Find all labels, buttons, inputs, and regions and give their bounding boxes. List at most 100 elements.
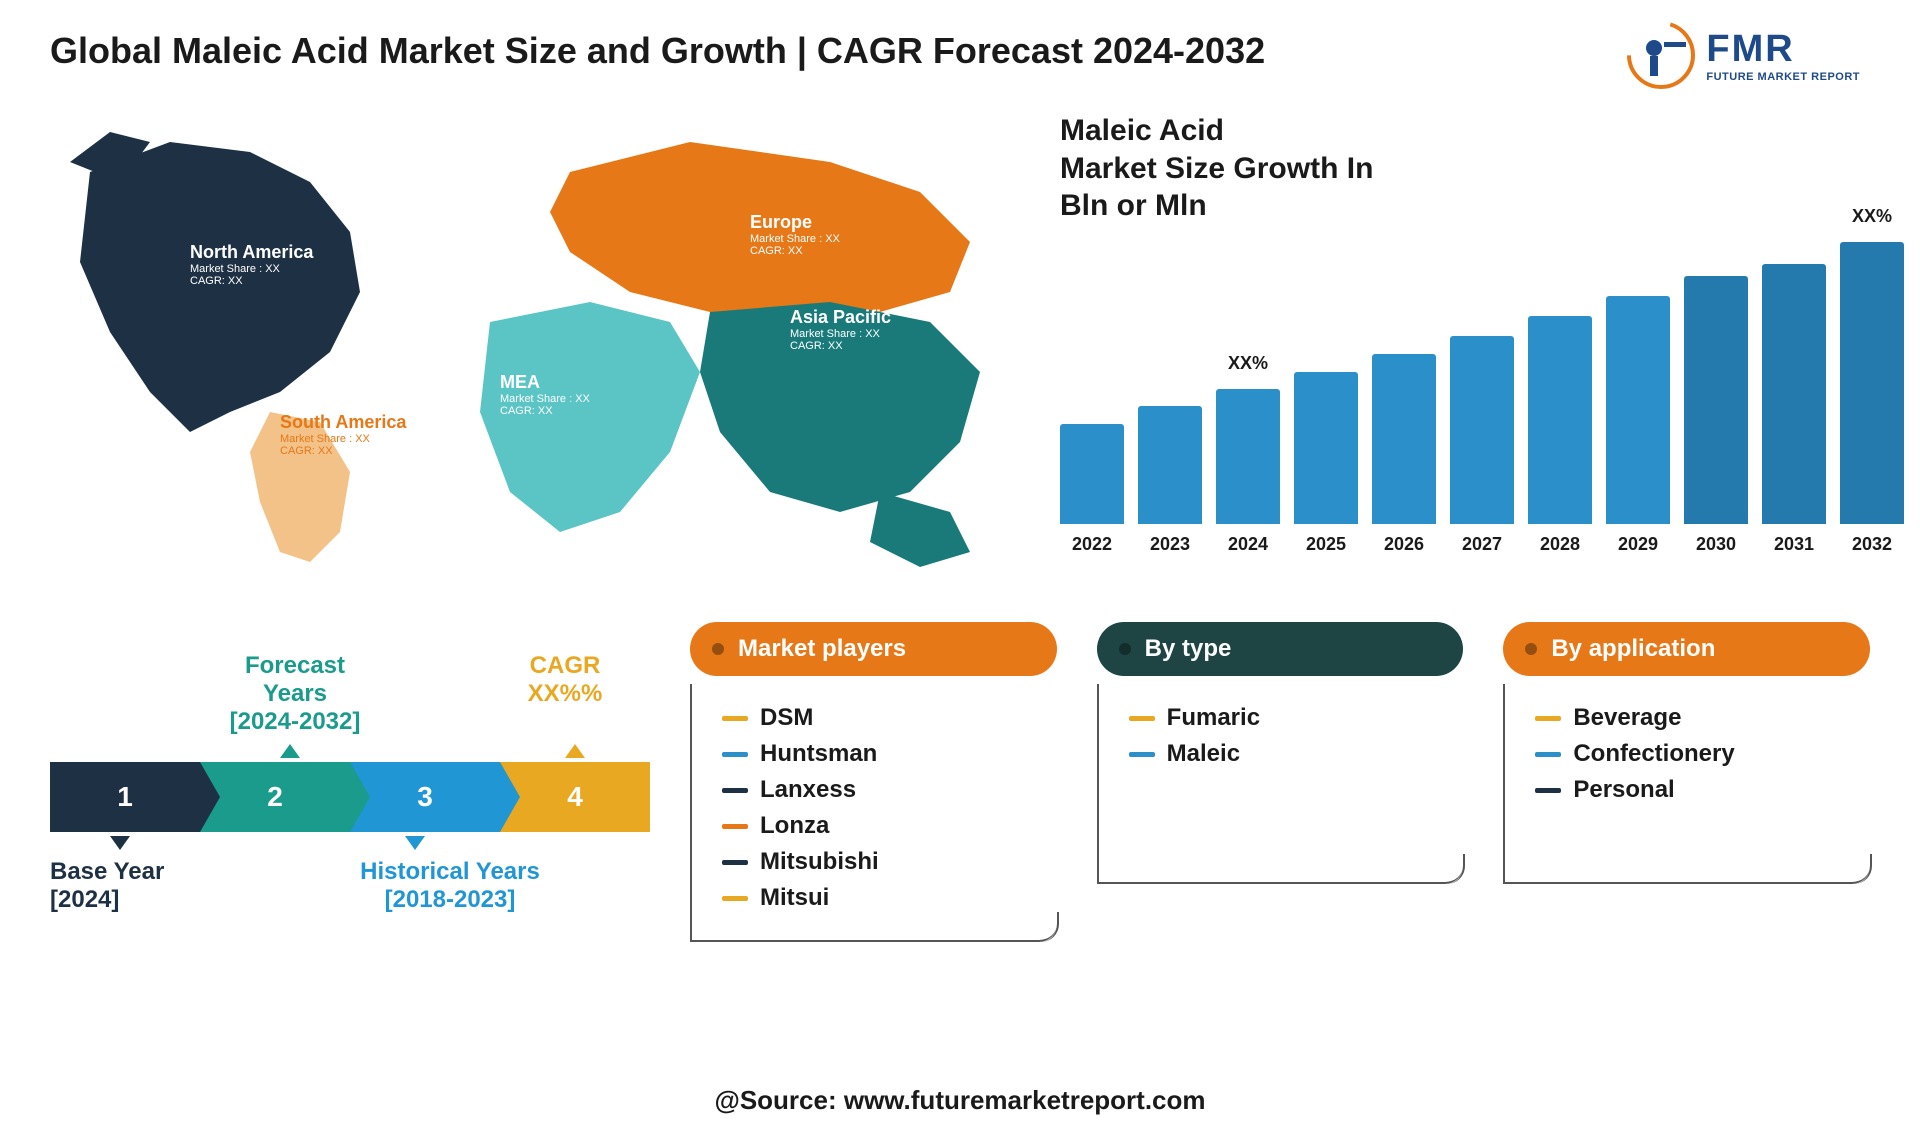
region-na-name: North America xyxy=(190,242,313,262)
arrow-down-icon xyxy=(110,836,130,850)
bar-year-label: 2023 xyxy=(1150,534,1190,555)
timeline-seg-2: 2 xyxy=(200,762,350,832)
list-item-label: Confectionery xyxy=(1573,740,1734,768)
bar-wrap: 2025 xyxy=(1294,336,1358,555)
region-sa-share: Market Share : XX xyxy=(280,433,406,445)
source-text: @Source: www.futuremarketreport.com xyxy=(0,1085,1920,1116)
bar-year-label: 2032 xyxy=(1852,534,1892,555)
bar xyxy=(1450,336,1514,524)
by-type-header: By type xyxy=(1097,622,1464,676)
list-item-label: Beverage xyxy=(1573,704,1681,732)
region-eu-name: Europe xyxy=(750,212,812,232)
region-na-cagr: CAGR: XX xyxy=(190,275,313,287)
arrow-down-icon xyxy=(405,836,425,850)
bar-wrap: 2026 xyxy=(1372,318,1436,555)
bar-wrap: 2023 xyxy=(1138,370,1202,555)
dash-icon xyxy=(722,716,748,721)
bar-top-label: XX% xyxy=(1852,206,1892,228)
bar-chart: 2022 2023 XX% 2024 2025 2026 2027 2028 2029 2030 2… xyxy=(1060,255,1904,555)
forecast-range: [2024-2032] xyxy=(230,708,361,735)
bar xyxy=(1762,264,1826,524)
bar-wrap: 2028 xyxy=(1528,280,1592,555)
list-item-label: Mitsui xyxy=(760,884,829,912)
list-item: Maleic xyxy=(1129,740,1454,768)
region-ap-name: Asia Pacific xyxy=(790,307,891,327)
list-item-label: DSM xyxy=(760,704,813,732)
bar xyxy=(1606,296,1670,524)
bar xyxy=(1840,242,1904,524)
list-item-label: Maleic xyxy=(1167,740,1240,768)
dash-icon xyxy=(1129,752,1155,757)
list-item: Personal xyxy=(1535,776,1860,804)
timeline-seg-3: 3 xyxy=(350,762,500,832)
bar-wrap: 2030 xyxy=(1684,240,1748,555)
list-item: Mitsui xyxy=(722,884,1047,912)
dash-icon xyxy=(722,752,748,757)
list-item: Beverage xyxy=(1535,704,1860,732)
bar-wrap: XX% 2032 xyxy=(1840,206,1904,555)
region-mea xyxy=(480,302,700,532)
list-item: Fumaric xyxy=(1129,704,1454,732)
bar xyxy=(1294,372,1358,524)
by-type-box: By type Fumaric Maleic xyxy=(1097,622,1464,942)
list-item-label: Fumaric xyxy=(1167,704,1260,732)
market-players-box: Market players DSM Huntsman Lanxess Lonza Mi… xyxy=(690,622,1057,942)
dash-icon xyxy=(722,896,748,901)
list-item-label: Lonza xyxy=(760,812,829,840)
bar-wrap: 2029 xyxy=(1606,260,1670,555)
market-players-header: Market players xyxy=(690,622,1057,676)
chart-title: Maleic AcidMarket Size Growth InBln or M… xyxy=(1060,112,1904,225)
region-eu-cagr: CAGR: XX xyxy=(750,245,840,257)
bar xyxy=(1372,354,1436,524)
forecast-label: Forecast Years xyxy=(245,652,345,707)
region-sa-cagr: CAGR: XX xyxy=(280,445,406,457)
list-item-label: Huntsman xyxy=(760,740,877,768)
bar-year-label: 2030 xyxy=(1696,534,1736,555)
bar-year-label: 2025 xyxy=(1306,534,1346,555)
bar xyxy=(1216,389,1280,524)
dash-icon xyxy=(722,860,748,865)
list-item: Mitsubishi xyxy=(722,848,1047,876)
dash-icon xyxy=(1535,752,1561,757)
arrow-up-icon xyxy=(565,744,585,758)
cagr-label: CAGR xyxy=(530,652,601,679)
bar-year-label: 2027 xyxy=(1462,534,1502,555)
base-range: [2024] xyxy=(50,886,119,913)
bar xyxy=(1528,316,1592,524)
list-item-label: Mitsubishi xyxy=(760,848,879,876)
bar-top-label: XX% xyxy=(1228,353,1268,375)
region-mea-share: Market Share : XX xyxy=(500,393,590,405)
bar-wrap: 2022 xyxy=(1060,388,1124,555)
list-item: Lonza xyxy=(722,812,1047,840)
page-title: Global Maleic Acid Market Size and Growt… xyxy=(50,30,1870,72)
bar-year-label: 2031 xyxy=(1774,534,1814,555)
timeline-seg-1: 1 xyxy=(50,762,200,832)
bar-year-label: 2024 xyxy=(1228,534,1268,555)
by-application-box: By application Beverage Confectionery Pers… xyxy=(1503,622,1870,942)
dot-icon xyxy=(1119,643,1131,655)
list-item: Lanxess xyxy=(722,776,1047,804)
region-mea-name: MEA xyxy=(500,372,540,392)
world-map: North America Market Share : XX CAGR: XX… xyxy=(50,112,1000,572)
bar-year-label: 2028 xyxy=(1540,534,1580,555)
list-item: DSM xyxy=(722,704,1047,732)
bar-year-label: 2029 xyxy=(1618,534,1658,555)
hist-range: [2018-2023] xyxy=(385,886,516,913)
timeline: Forecast Years [2024-2032] CAGR XX%% 1 2… xyxy=(50,622,650,914)
by-application-title: By application xyxy=(1551,635,1715,663)
bar-year-label: 2026 xyxy=(1384,534,1424,555)
logo-icon xyxy=(1626,20,1696,90)
hist-label: Historical Years xyxy=(360,858,540,885)
region-na-share: Market Share : XX xyxy=(190,263,313,275)
arrow-up-icon xyxy=(280,744,300,758)
list-item-label: Personal xyxy=(1573,776,1674,804)
bar-wrap: 2027 xyxy=(1450,300,1514,555)
logo-text-sub: FUTURE MARKET REPORT xyxy=(1706,71,1860,83)
dot-icon xyxy=(712,643,724,655)
region-ap-cagr: CAGR: XX xyxy=(790,340,891,352)
dash-icon xyxy=(1535,788,1561,793)
logo-text-fmr: FMR xyxy=(1706,28,1860,71)
cagr-value: XX%% xyxy=(528,680,603,707)
timeline-seg-4: 4 xyxy=(500,762,650,832)
fmr-logo: FMR FUTURE MARKET REPORT xyxy=(1626,20,1860,90)
